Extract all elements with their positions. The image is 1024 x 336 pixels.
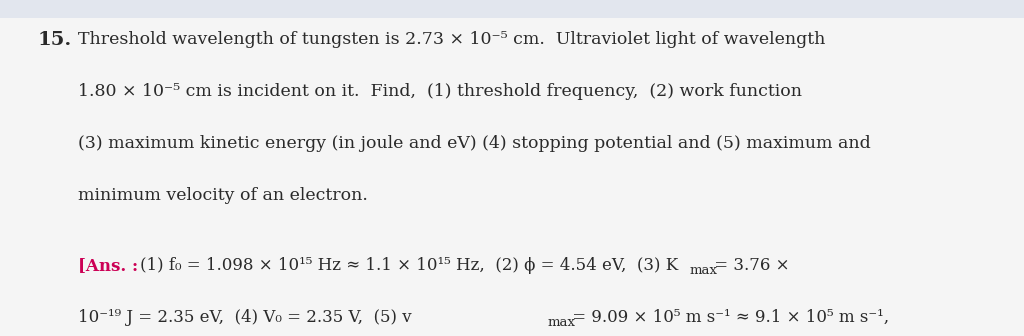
Text: Threshold wavelength of tungsten is 2.73 × 10⁻⁵ cm.  Ultraviolet light of wavele: Threshold wavelength of tungsten is 2.73… — [78, 31, 825, 48]
Text: max: max — [548, 316, 575, 329]
Text: max: max — [690, 264, 718, 277]
Text: = 9.09 × 10⁵ m s⁻¹ ≈ 9.1 × 10⁵ m s⁻¹,: = 9.09 × 10⁵ m s⁻¹ ≈ 9.1 × 10⁵ m s⁻¹, — [567, 309, 889, 326]
Bar — [0, 0, 1024, 18]
Text: 1.80 × 10⁻⁵ cm is incident on it.  Find,  (1) threshold frequency,  (2) work fun: 1.80 × 10⁻⁵ cm is incident on it. Find, … — [78, 83, 802, 100]
Text: [Ans. :: [Ans. : — [78, 257, 138, 274]
Text: (1) f₀ = 1.098 × 10¹⁵ Hz ≈ 1.1 × 10¹⁵ Hz,  (2) ϕ = 4.54 eV,  (3) K: (1) f₀ = 1.098 × 10¹⁵ Hz ≈ 1.1 × 10¹⁵ Hz… — [140, 257, 678, 274]
Text: 10⁻¹⁹ J = 2.35 eV,  (4) V₀ = 2.35 V,  (5) v: 10⁻¹⁹ J = 2.35 eV, (4) V₀ = 2.35 V, (5) … — [78, 309, 412, 326]
Text: (3) maximum kinetic energy (in joule and eV) (4) stopping potential and (5) maxi: (3) maximum kinetic energy (in joule and… — [78, 135, 870, 152]
Text: 15.: 15. — [38, 31, 73, 49]
Text: minimum velocity of an electron.: minimum velocity of an electron. — [78, 187, 368, 204]
Text: = 3.76 ×: = 3.76 × — [709, 257, 790, 274]
